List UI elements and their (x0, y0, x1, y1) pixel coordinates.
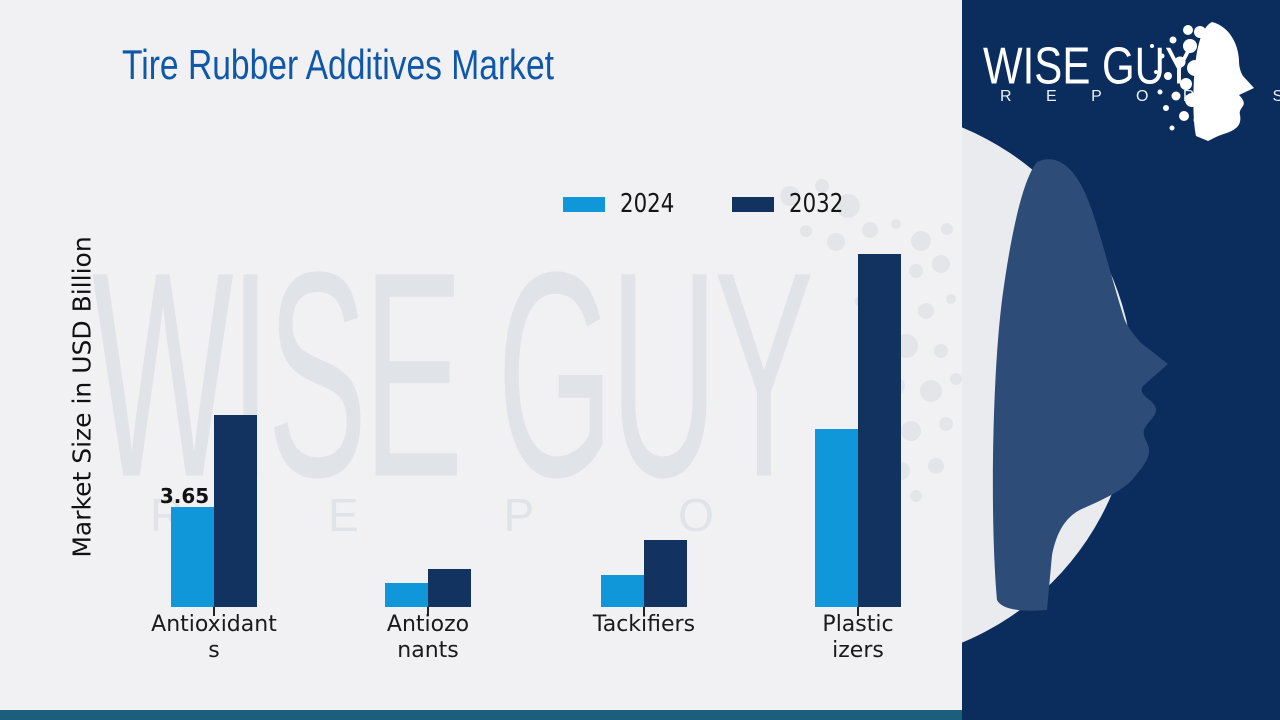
x-axis-tick (427, 607, 429, 616)
bar-2032-plasticizers (858, 254, 901, 607)
bar-2024-tackifiers (601, 575, 644, 607)
legend-item-2032: 2032 (732, 189, 855, 219)
x-axis-category-label: Tackifiers (592, 612, 696, 637)
x-axis-tick (857, 607, 859, 616)
x-axis-tick (213, 607, 215, 616)
legend-swatch-2024 (563, 196, 605, 212)
x-axis-category-label: Antioxidant s (151, 612, 277, 663)
legend-item-2024: 2024 (563, 189, 686, 219)
logo-wiseguy-text: WISE GUY (983, 38, 1194, 96)
panel-head-art (962, 127, 1168, 643)
bar-2032-antiozonants (428, 569, 471, 607)
legend-label-2024: 2024 (620, 189, 675, 219)
bar-2032-tackifiers (644, 540, 687, 607)
page-title: Tire Rubber Additives Market (122, 41, 554, 88)
chart-legend: 2024 2032 (563, 189, 855, 219)
logo-head-icon (1150, 22, 1254, 141)
bar-2032-antioxidants (214, 415, 257, 607)
x-axis-category-label: Plastic izers (822, 612, 894, 663)
panel-face-silhouette (992, 159, 1168, 611)
bar-2024-antiozonants (385, 583, 428, 607)
x-axis-tick (643, 607, 645, 616)
bar-value-label: 3.65 (159, 484, 210, 508)
bar-2024-plasticizers (815, 429, 858, 607)
watermark-wiseguy-text: WISE GUY (92, 210, 814, 539)
bar-2024-antioxidants (171, 507, 214, 607)
x-axis-category-label: Antiozo nants (386, 612, 470, 663)
legend-label-2032: 2032 (789, 189, 844, 219)
bottom-accent-strip (0, 710, 962, 720)
legend-swatch-2032 (732, 196, 775, 212)
y-axis-label: Market Size in USD Billion (67, 236, 97, 558)
brand-panel: WISE GUY R E P O R T S (962, 0, 1280, 720)
